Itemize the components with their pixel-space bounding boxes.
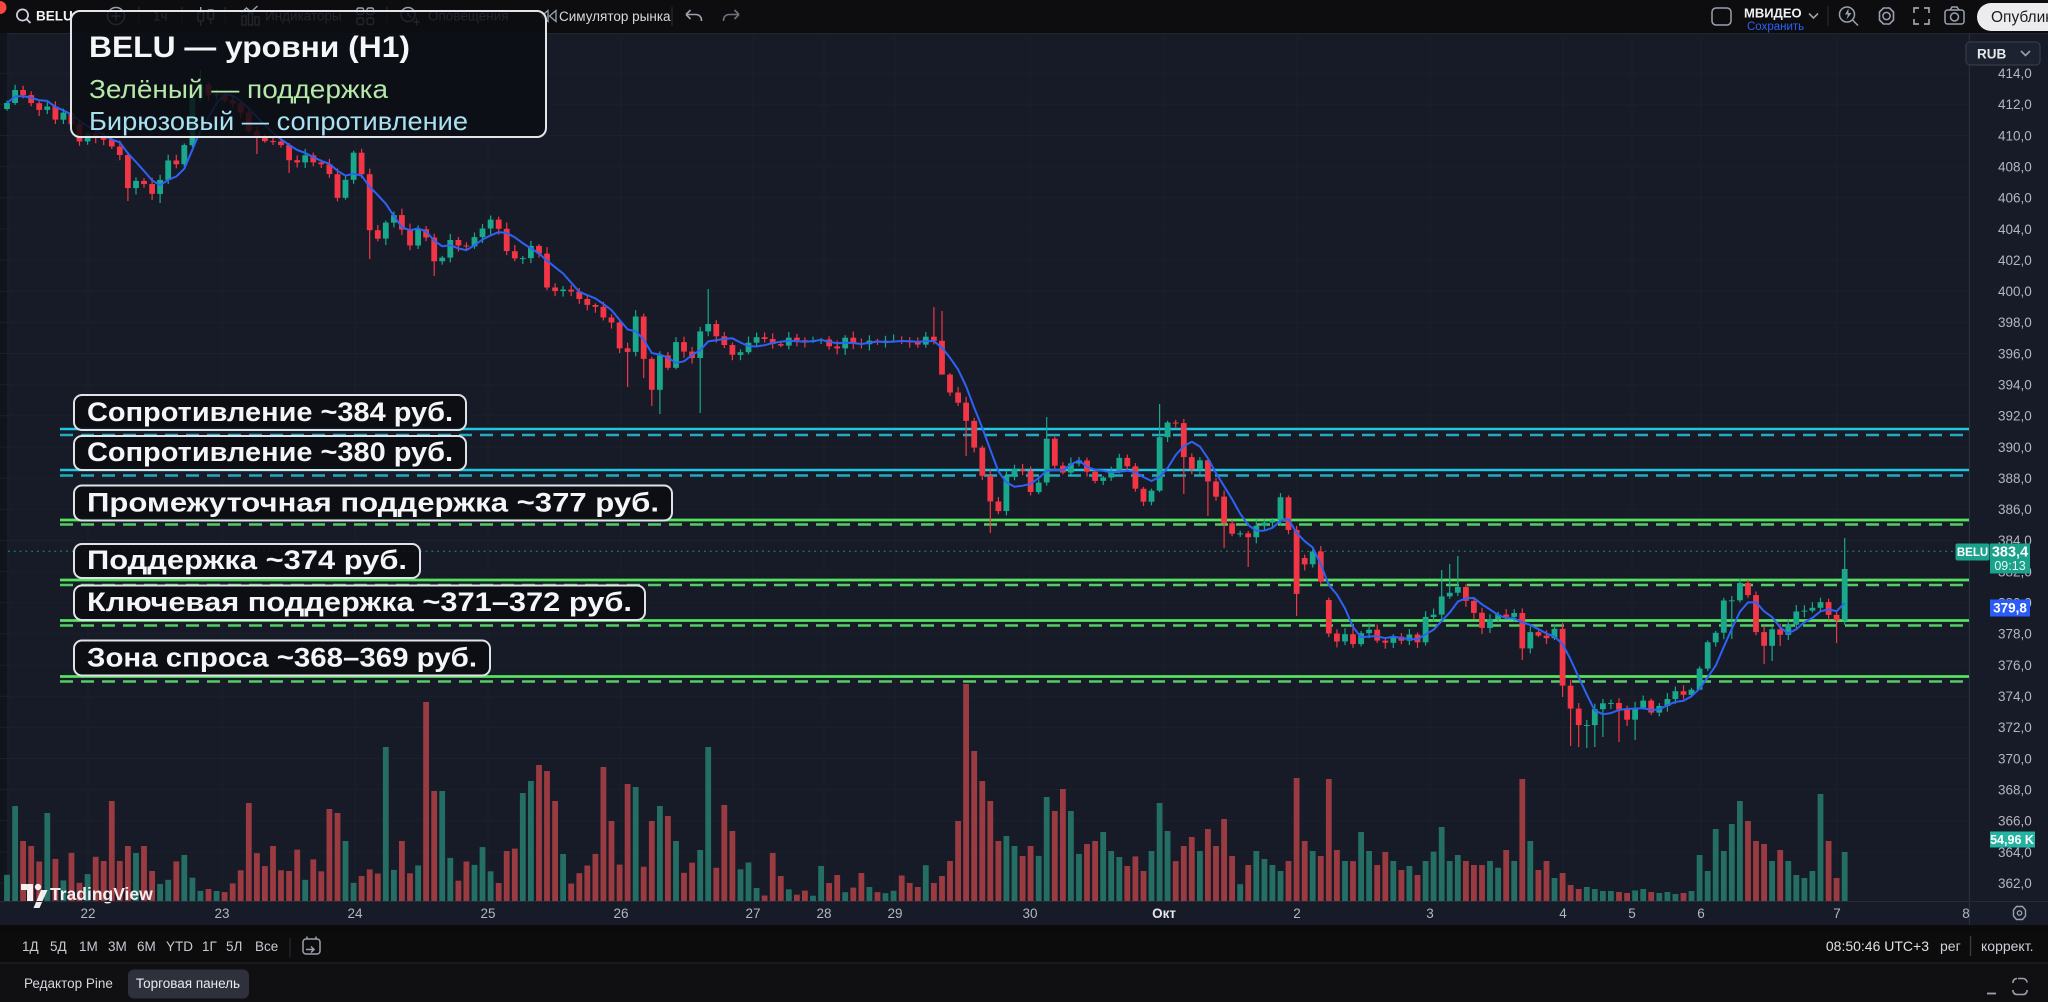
svg-text:8: 8 xyxy=(1962,906,1970,921)
svg-text:Ключевая поддержка ~371–372 ру: Ключевая поддержка ~371–372 руб. xyxy=(87,587,632,617)
svg-text:24: 24 xyxy=(347,906,363,921)
svg-text:379,8: 379,8 xyxy=(1993,601,2027,616)
svg-text:Торговая панель: Торговая панель xyxy=(136,976,240,991)
svg-text:28: 28 xyxy=(816,906,831,921)
svg-text:26: 26 xyxy=(613,906,628,921)
svg-text:Промежуточная поддержка ~377 р: Промежуточная поддержка ~377 руб. xyxy=(87,488,659,518)
svg-text:404,0: 404,0 xyxy=(1998,222,2032,237)
svg-text:Сопротивление ~380 руб.: Сопротивление ~380 руб. xyxy=(87,437,453,467)
svg-text:YTD: YTD xyxy=(166,939,193,954)
svg-text:370,0: 370,0 xyxy=(1998,751,2032,766)
svg-text:рег: рег xyxy=(1940,938,1961,954)
svg-text:376,0: 376,0 xyxy=(1998,658,2032,673)
svg-text:09:13: 09:13 xyxy=(1994,559,2025,573)
svg-text:30: 30 xyxy=(1022,906,1037,921)
svg-text:1М: 1М xyxy=(79,939,98,954)
svg-text:27: 27 xyxy=(745,906,760,921)
svg-text:396,0: 396,0 xyxy=(1998,346,2032,361)
svg-text:402,0: 402,0 xyxy=(1998,253,2032,268)
svg-text:412,0: 412,0 xyxy=(1998,97,2032,112)
svg-text:1Д: 1Д xyxy=(22,939,39,954)
svg-text:TradingView: TradingView xyxy=(50,884,153,904)
svg-text:5: 5 xyxy=(1628,906,1636,921)
svg-text:5Д: 5Д xyxy=(50,939,67,954)
svg-text:414,0: 414,0 xyxy=(1998,66,2032,81)
svg-text:366,0: 366,0 xyxy=(1998,814,2032,829)
svg-text:BELU: BELU xyxy=(1957,547,1988,559)
svg-text:Окт: Окт xyxy=(1152,906,1176,921)
svg-text:Поддержка ~374 руб.: Поддержка ~374 руб. xyxy=(87,545,407,575)
svg-text:388,0: 388,0 xyxy=(1998,471,2032,486)
svg-text:2: 2 xyxy=(1293,906,1301,921)
svg-text:362,0: 362,0 xyxy=(1998,876,2032,891)
svg-text:1Г: 1Г xyxy=(202,939,218,954)
svg-text:BELU — уровни (H1): BELU — уровни (H1) xyxy=(89,31,410,64)
svg-text:08:50:46 UTC+3: 08:50:46 UTC+3 xyxy=(1826,938,1929,954)
svg-text:368,0: 368,0 xyxy=(1998,782,2032,797)
svg-text:МВИДЕО: МВИДЕО xyxy=(1744,6,1802,21)
svg-text:7: 7 xyxy=(1833,906,1841,921)
svg-text:406,0: 406,0 xyxy=(1998,191,2032,206)
svg-text:383,4: 383,4 xyxy=(1992,545,2028,561)
svg-text:25: 25 xyxy=(480,906,495,921)
svg-text:5Л: 5Л xyxy=(226,939,242,954)
svg-text:390,0: 390,0 xyxy=(1998,440,2032,455)
svg-text:22: 22 xyxy=(80,906,95,921)
svg-text:4: 4 xyxy=(1559,906,1567,921)
svg-text:392,0: 392,0 xyxy=(1998,409,2032,424)
svg-text:Симулятор рынка: Симулятор рынка xyxy=(559,9,671,24)
svg-text:Бирюзовый — сопротивление: Бирюзовый — сопротивление xyxy=(89,106,468,136)
svg-text:23: 23 xyxy=(214,906,229,921)
svg-text:398,0: 398,0 xyxy=(1998,315,2032,330)
svg-text:коррект.: коррект. xyxy=(1981,938,2033,954)
svg-text:394,0: 394,0 xyxy=(1998,378,2032,393)
svg-text:Опубликовать: Опубликовать xyxy=(1991,9,2048,26)
svg-text:378,0: 378,0 xyxy=(1998,627,2032,642)
svg-text:3: 3 xyxy=(1426,906,1434,921)
svg-text:374,0: 374,0 xyxy=(1998,689,2032,704)
svg-text:3М: 3М xyxy=(108,939,127,954)
svg-text:408,0: 408,0 xyxy=(1998,159,2032,174)
svg-text:Зелёный — поддержка: Зелёный — поддержка xyxy=(89,74,389,104)
svg-text:364,0: 364,0 xyxy=(1998,845,2032,860)
svg-text:400,0: 400,0 xyxy=(1998,284,2032,299)
svg-text:Все: Все xyxy=(255,939,278,954)
svg-text:29: 29 xyxy=(887,906,902,921)
svg-text:Редактор Pine: Редактор Pine xyxy=(24,976,113,991)
svg-text:Сопротивление ~384 руб.: Сопротивление ~384 руб. xyxy=(87,397,453,427)
svg-text:6М: 6М xyxy=(137,939,156,954)
svg-text:Зона спроса ~368–369 руб.: Зона спроса ~368–369 руб. xyxy=(87,643,477,673)
svg-text:54,96 K: 54,96 K xyxy=(1990,833,2034,847)
svg-text:410,0: 410,0 xyxy=(1998,128,2032,143)
svg-text:6: 6 xyxy=(1697,906,1705,921)
svg-text:Сохранить: Сохранить xyxy=(1747,21,1804,33)
svg-text:372,0: 372,0 xyxy=(1998,720,2032,735)
svg-text:BELU: BELU xyxy=(36,9,73,24)
svg-text:386,0: 386,0 xyxy=(1998,502,2032,517)
svg-text:RUB: RUB xyxy=(1977,47,2006,62)
